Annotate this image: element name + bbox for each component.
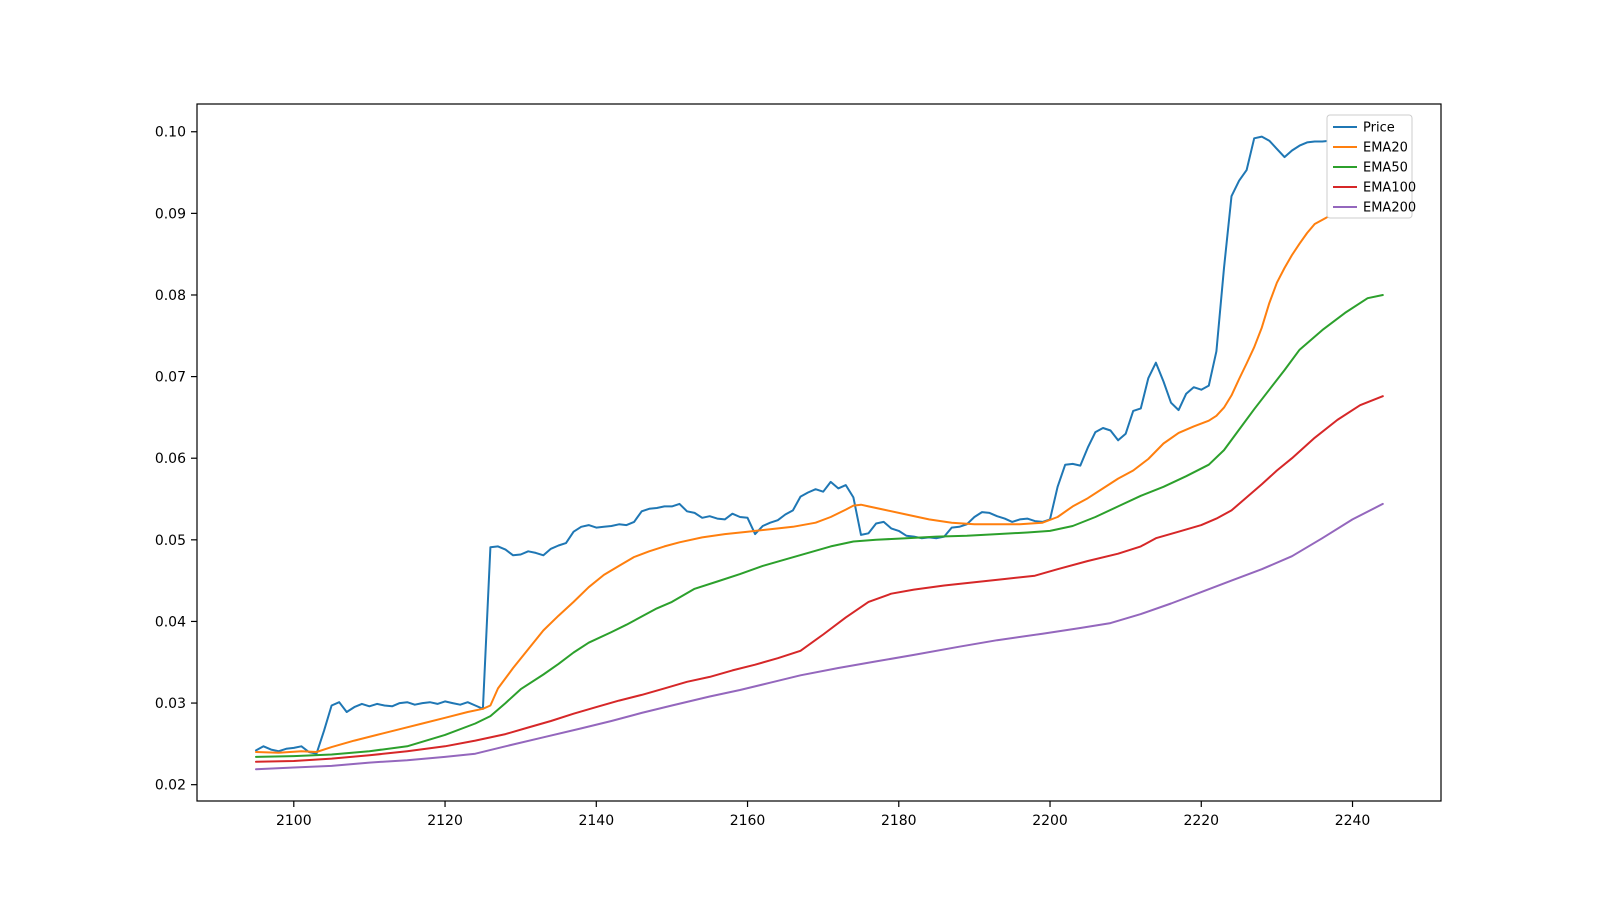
series-line-ema20 xyxy=(255,214,1331,754)
x-tick-label: 2240 xyxy=(1335,813,1371,829)
y-tick-label: 0.09 xyxy=(155,206,186,222)
legend-box xyxy=(1326,114,1413,219)
legend-label-ema100: EMA100 xyxy=(1363,181,1416,196)
series-line-ema200 xyxy=(255,502,1384,771)
x-tick-label: 2120 xyxy=(427,813,463,829)
series-line-ema100 xyxy=(255,395,1384,763)
x-tick-label: 2100 xyxy=(276,813,312,829)
y-tick-label: 0.10 xyxy=(155,125,186,141)
x-tick-label: 2220 xyxy=(1183,813,1219,829)
axis-ticks: 2100 2120 2140 2160 2180 2200 2220 2240 0.02 0.03… xyxy=(155,125,1371,829)
axes xyxy=(196,103,1442,802)
y-tick-label: 0.03 xyxy=(155,696,186,712)
series-line-ema50 xyxy=(255,294,1384,758)
legend-label-ema200: EMA200 xyxy=(1363,201,1416,216)
y-tick-label: 0.05 xyxy=(155,533,186,549)
axes-spines xyxy=(196,103,1442,802)
y-tick-label: 0.06 xyxy=(155,451,186,467)
legend: Price EMA20 EMA50 EMA100 EMA200 xyxy=(1326,114,1416,219)
y-tick-label: 0.08 xyxy=(155,288,186,304)
series-line-price xyxy=(255,135,1331,755)
x-tick-label: 2180 xyxy=(881,813,917,829)
x-tick-label: 2140 xyxy=(578,813,614,829)
legend-label-ema50: EMA50 xyxy=(1363,161,1408,176)
y-tick-label: 0.02 xyxy=(155,778,186,794)
series-lines xyxy=(255,135,1384,771)
y-tick-label: 0.04 xyxy=(155,614,186,630)
legend-label-ema20: EMA20 xyxy=(1363,141,1408,156)
y-tick-label: 0.07 xyxy=(155,370,186,386)
legend-label-price: Price xyxy=(1363,121,1395,136)
x-tick-label: 2160 xyxy=(730,813,766,829)
x-tick-label: 2200 xyxy=(1032,813,1068,829)
